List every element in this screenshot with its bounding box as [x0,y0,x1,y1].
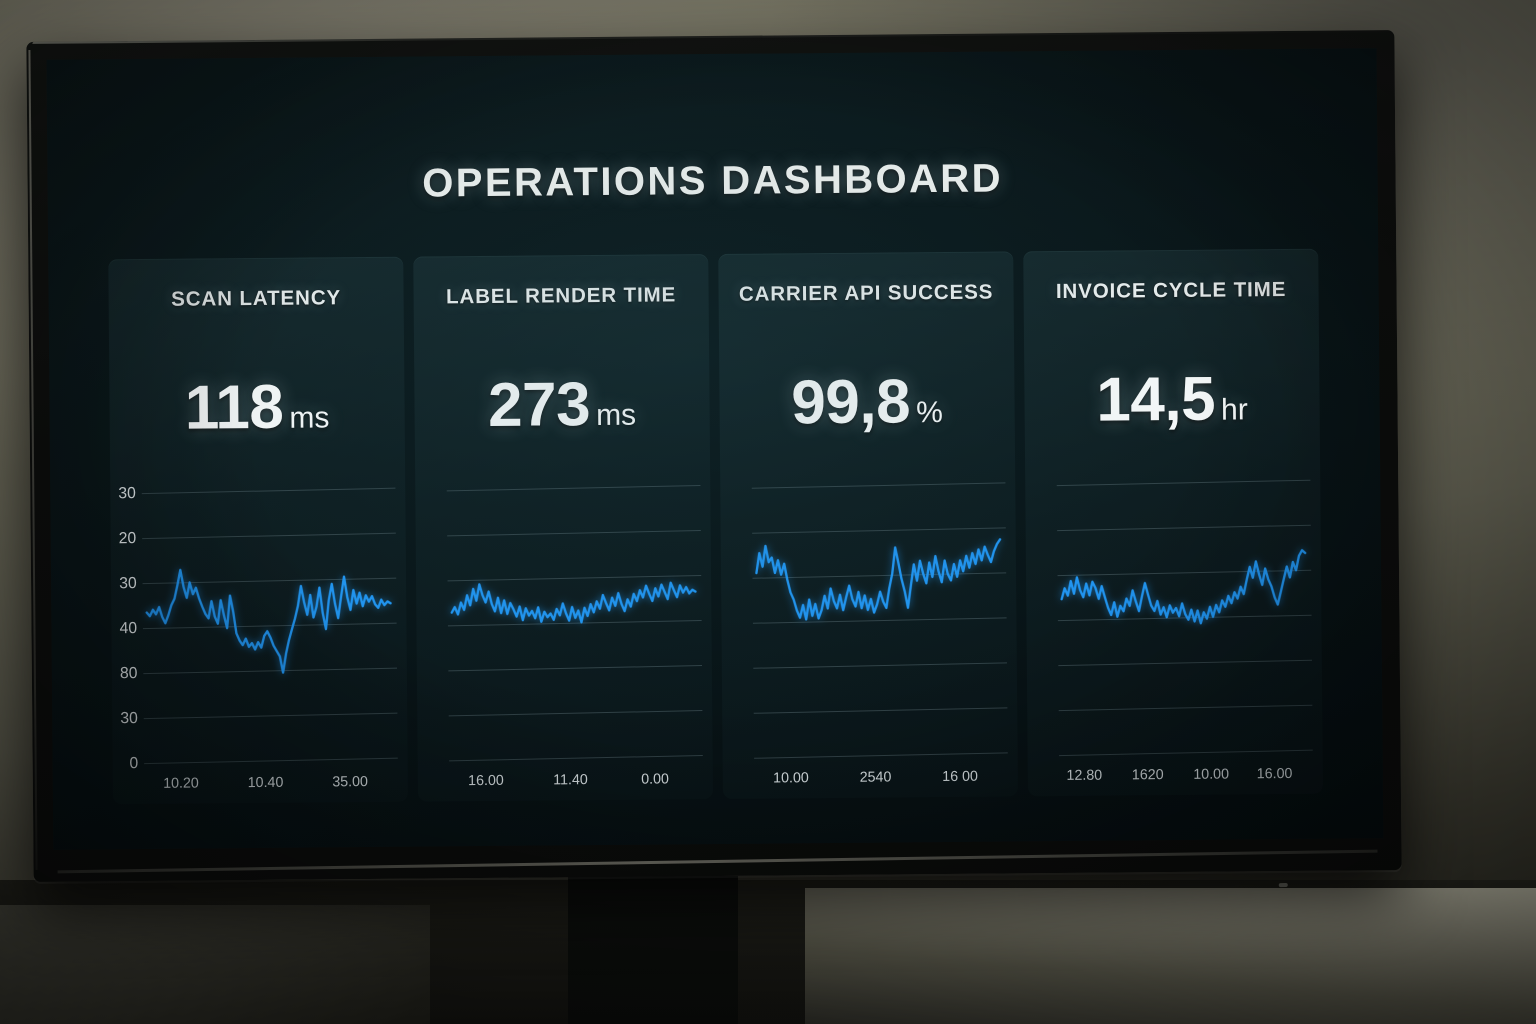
scene-vignette [0,0,1536,1024]
photo-scene: OPERATIONS DASHBOARD SCAN LATENCY 118ms … [0,0,1536,1024]
